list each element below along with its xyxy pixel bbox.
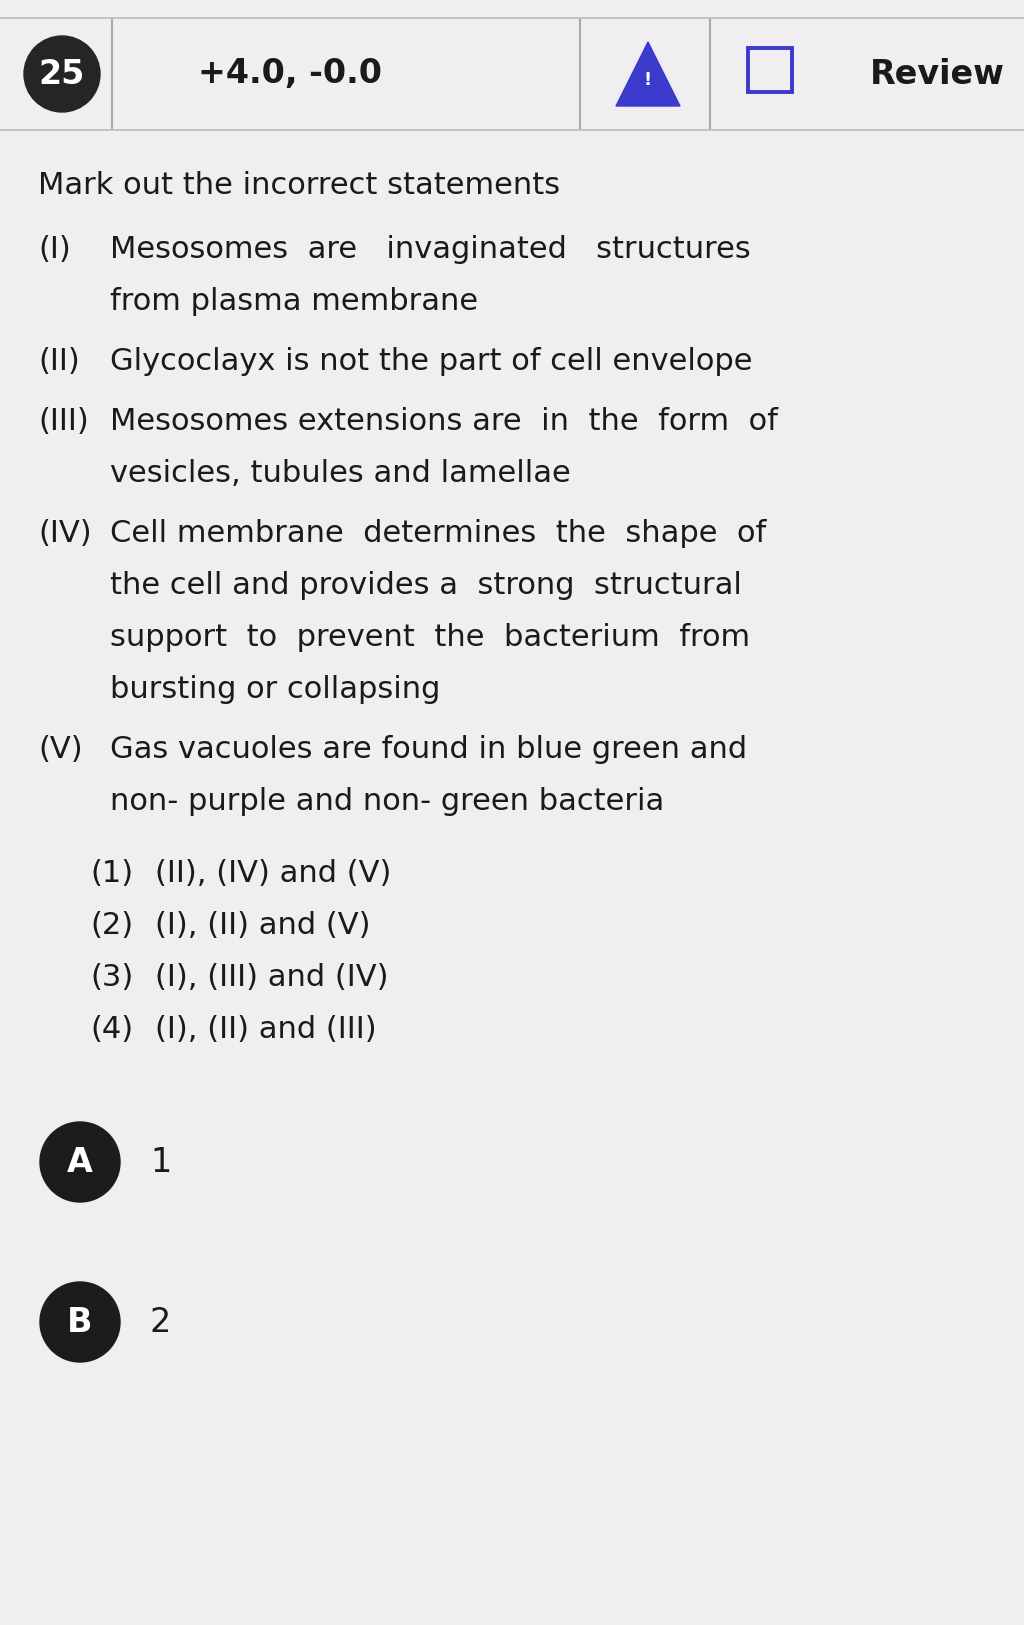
Text: bursting or collapsing: bursting or collapsing xyxy=(110,676,440,705)
Text: !: ! xyxy=(644,72,652,89)
Text: (IV): (IV) xyxy=(38,520,91,549)
Text: (I), (III) and (IV): (I), (III) and (IV) xyxy=(155,964,388,993)
Text: Gas vacuoles are found in blue green and: Gas vacuoles are found in blue green and xyxy=(110,736,748,764)
Text: (3): (3) xyxy=(90,964,133,993)
Text: (I), (II) and (V): (I), (II) and (V) xyxy=(155,912,371,941)
Text: Review: Review xyxy=(870,57,1005,91)
Text: the cell and provides a  strong  structural: the cell and provides a strong structura… xyxy=(110,572,741,601)
Text: 25: 25 xyxy=(39,57,85,91)
Text: Cell membrane  determines  the  shape  of: Cell membrane determines the shape of xyxy=(110,520,766,549)
Polygon shape xyxy=(616,42,680,106)
Text: A: A xyxy=(67,1146,93,1178)
Text: (2): (2) xyxy=(90,912,133,941)
Circle shape xyxy=(40,1121,120,1202)
Text: B: B xyxy=(68,1305,93,1339)
Text: 2: 2 xyxy=(150,1305,171,1339)
Text: (1): (1) xyxy=(90,860,133,889)
Text: (I), (II) and (III): (I), (II) and (III) xyxy=(155,1016,377,1045)
Circle shape xyxy=(40,1282,120,1362)
Text: (II), (IV) and (V): (II), (IV) and (V) xyxy=(155,860,391,889)
Text: (II): (II) xyxy=(38,348,80,377)
Text: Mesosomes  are   invaginated   structures: Mesosomes are invaginated structures xyxy=(110,236,751,265)
Circle shape xyxy=(24,36,100,112)
Text: (4): (4) xyxy=(90,1016,133,1045)
Text: (III): (III) xyxy=(38,408,89,437)
Text: support  to  prevent  the  bacterium  from: support to prevent the bacterium from xyxy=(110,624,751,653)
Text: Mark out the incorrect statements: Mark out the incorrect statements xyxy=(38,171,560,200)
Text: (V): (V) xyxy=(38,736,83,764)
Text: 1: 1 xyxy=(150,1146,171,1178)
Text: Mesosomes extensions are  in  the  form  of: Mesosomes extensions are in the form of xyxy=(110,408,778,437)
Text: vesicles, tubules and lamellae: vesicles, tubules and lamellae xyxy=(110,460,570,489)
Text: non- purple and non- green bacteria: non- purple and non- green bacteria xyxy=(110,788,665,816)
Text: (I): (I) xyxy=(38,236,71,265)
Text: Glycoclayx is not the part of cell envelope: Glycoclayx is not the part of cell envel… xyxy=(110,348,753,377)
Text: from plasma membrane: from plasma membrane xyxy=(110,288,478,317)
Text: +4.0, -0.0: +4.0, -0.0 xyxy=(198,57,382,91)
